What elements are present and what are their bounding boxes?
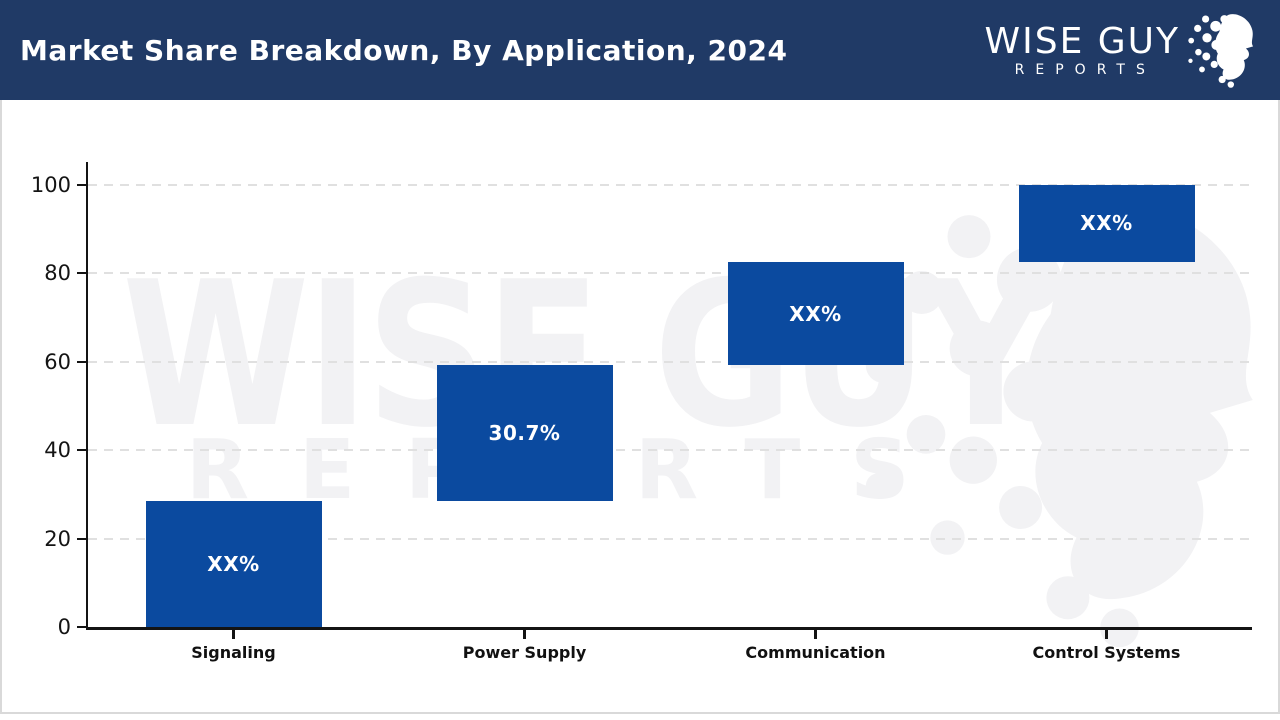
- x-label-communication: Communication: [745, 643, 886, 662]
- frame-line-bottom: [0, 712, 1280, 714]
- gridline-80: [88, 272, 1252, 274]
- x-tick-signaling: [232, 630, 235, 639]
- bar-power-supply: 30.7%: [436, 365, 613, 501]
- frame-line-right: [1278, 100, 1280, 714]
- bar-label-control-systems: XX%: [1080, 211, 1133, 236]
- frame-line-left: [0, 100, 2, 714]
- y-tick-label-100: 100: [30, 172, 71, 197]
- brand-logo-text: WISE GUY REPORTS: [984, 20, 1181, 78]
- x-axis-spine: [86, 627, 1252, 630]
- y-tick-label-80: 80: [44, 261, 71, 285]
- x-label-control-systems: Control Systems: [1032, 643, 1181, 662]
- gridline-20: [88, 537, 1252, 540]
- y-tick-label-40: 40: [44, 438, 71, 462]
- gridline-40: [88, 449, 1252, 451]
- y-tick-40: [77, 449, 86, 451]
- x-tick-communication: [814, 630, 817, 639]
- bar-label-signaling: XX%: [207, 551, 260, 576]
- x-label-power-supply: Power Supply: [462, 643, 587, 662]
- y-tick-20: [77, 537, 86, 540]
- x-label-signaling: Signaling: [191, 643, 276, 662]
- wiseguy-face-icon: [1188, 14, 1254, 88]
- y-tick-0: [77, 626, 86, 628]
- y-tick-label-20: 20: [44, 526, 71, 551]
- bar-control-systems: XX%: [1018, 184, 1195, 263]
- y-axis-spine: [86, 162, 88, 630]
- bar-label-power-supply: 30.7%: [488, 420, 561, 445]
- y-tick-label-0: 0: [57, 615, 71, 639]
- logo-subtext: REPORTS: [1014, 61, 1156, 78]
- chart-area: WISE GUY REPORTS 020406080100XX%Signalin…: [0, 100, 1280, 720]
- bar-label-communication: XX%: [789, 301, 842, 326]
- y-tick-60: [77, 360, 86, 363]
- brand-logo: WISE GUY REPORTS: [985, 10, 1257, 90]
- page-title: Market Share Breakdown, By Application, …: [20, 33, 788, 67]
- plot: 0 20 40 60 80 100 XX% Signaling 30.7% Power Suppl…: [0, 100, 1280, 720]
- bar-communication: XX%: [727, 262, 904, 366]
- gridline-60: [88, 360, 1252, 363]
- y-tick-80: [77, 272, 86, 274]
- gridline-100: [88, 183, 1252, 186]
- logo-wordmark: WISE GUY: [984, 20, 1180, 62]
- x-tick-power-supply: [523, 630, 526, 639]
- x-tick-control-systems: [1105, 630, 1108, 639]
- header: Market Share Breakdown, By Application, …: [0, 0, 1280, 100]
- y-tick-label-60: 60: [44, 349, 71, 374]
- y-tick-100: [77, 183, 86, 186]
- bar-signaling: XX%: [145, 500, 322, 627]
